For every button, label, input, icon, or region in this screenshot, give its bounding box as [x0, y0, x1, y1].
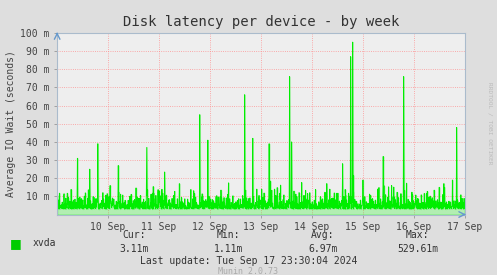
Text: 3.11m: 3.11m: [119, 244, 149, 254]
Text: ■: ■: [10, 237, 22, 250]
Text: 6.97m: 6.97m: [308, 244, 338, 254]
Text: 529.61m: 529.61m: [397, 244, 438, 254]
Text: Cur:: Cur:: [122, 230, 146, 240]
Text: 1.11m: 1.11m: [214, 244, 244, 254]
Text: Min:: Min:: [217, 230, 241, 240]
Text: RRDTOOL / TOBI OETIKER: RRDTOOL / TOBI OETIKER: [487, 82, 492, 165]
Text: Avg:: Avg:: [311, 230, 335, 240]
Text: Munin 2.0.73: Munin 2.0.73: [219, 267, 278, 275]
Text: Last update: Tue Sep 17 23:30:04 2024: Last update: Tue Sep 17 23:30:04 2024: [140, 256, 357, 266]
Title: Disk latency per device - by week: Disk latency per device - by week: [123, 15, 399, 29]
Text: xvda: xvda: [32, 238, 56, 248]
Text: Max:: Max:: [406, 230, 429, 240]
Y-axis label: Average IO Wait (seconds): Average IO Wait (seconds): [6, 50, 16, 197]
